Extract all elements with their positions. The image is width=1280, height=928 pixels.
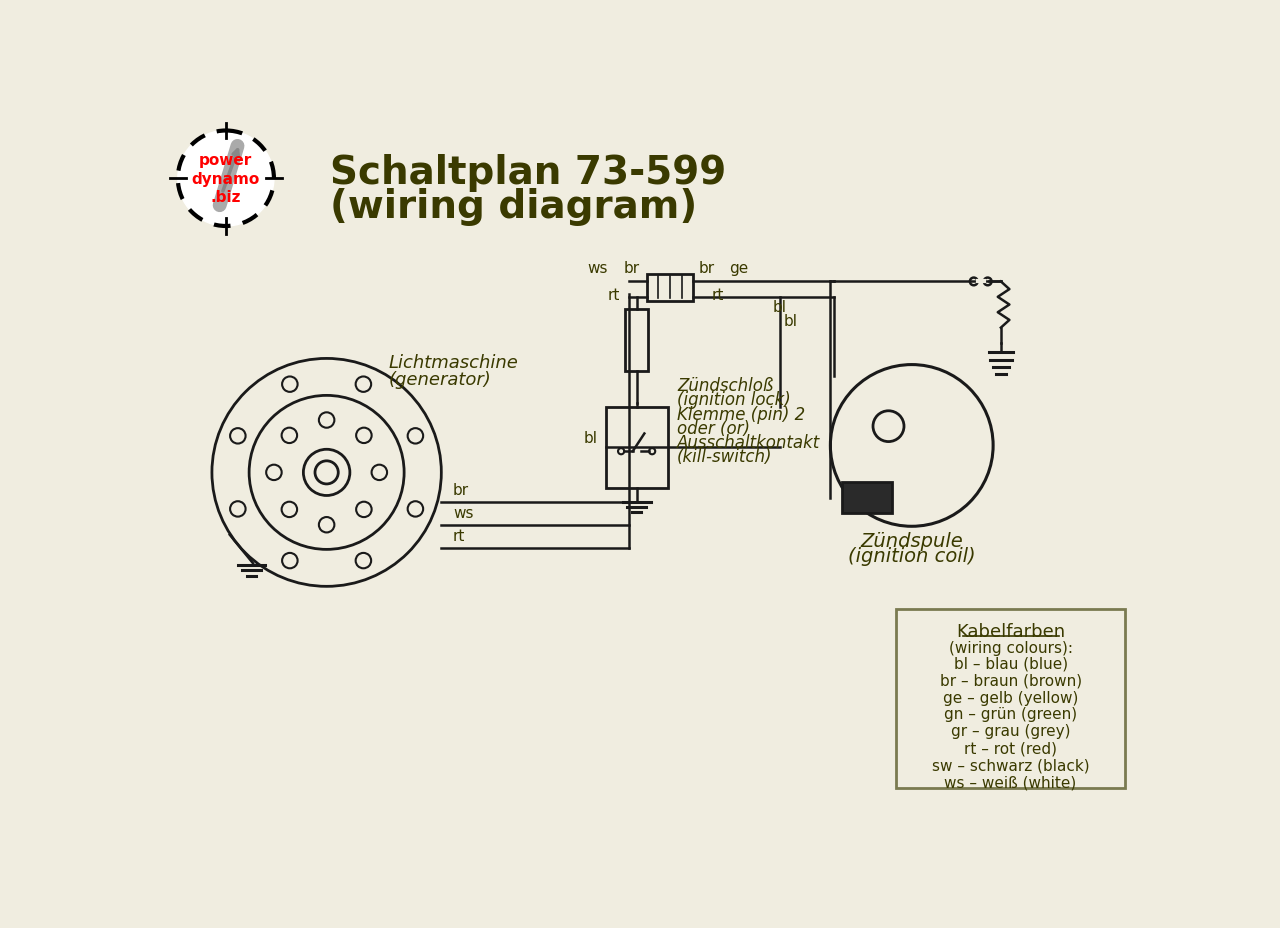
Text: rt: rt [453, 529, 466, 544]
Bar [896, 610, 1125, 788]
Text: rt: rt [607, 288, 620, 303]
Text: sw – schwarz (black): sw – schwarz (black) [932, 757, 1089, 772]
Text: ge – gelb (yellow): ge – gelb (yellow) [943, 690, 1078, 704]
Text: (ignition coil): (ignition coil) [847, 547, 975, 565]
Text: (kill-switch): (kill-switch) [677, 447, 772, 465]
Bar [605, 407, 668, 488]
Text: ws: ws [588, 261, 608, 276]
Text: br: br [699, 261, 714, 276]
Text: bl – blau (blue): bl – blau (blue) [954, 656, 1068, 671]
Text: (wiring colours):: (wiring colours): [948, 640, 1073, 655]
Text: bl: bl [783, 314, 797, 329]
Text: dynamo: dynamo [192, 172, 260, 187]
Text: rt – rot (red): rt – rot (red) [964, 741, 1057, 755]
Text: Zündschloß: Zündschloß [677, 377, 773, 394]
Text: ws: ws [453, 506, 474, 521]
Text: Kabelfarben: Kabelfarben [956, 622, 1065, 640]
Text: Schaltplan 73-599: Schaltplan 73-599 [330, 154, 727, 191]
Circle shape [178, 132, 274, 226]
Text: ge: ge [730, 261, 749, 276]
Text: rt: rt [712, 288, 724, 303]
Text: ws – weiß (white): ws – weiß (white) [945, 774, 1076, 790]
Text: Zündspule: Zündspule [860, 531, 963, 550]
Text: (wiring diagram): (wiring diagram) [330, 188, 698, 226]
Text: gr – grau (grey): gr – grau (grey) [951, 724, 1070, 739]
Text: bl: bl [584, 430, 598, 445]
Bar [625, 310, 648, 371]
Text: oder (or): oder (or) [677, 419, 750, 438]
Bar [842, 483, 892, 513]
Text: (ignition lock): (ignition lock) [677, 391, 791, 408]
Text: power: power [200, 153, 252, 168]
Text: br: br [453, 483, 468, 497]
Text: (generator): (generator) [389, 370, 492, 389]
Text: .biz: .biz [211, 190, 241, 205]
Text: gn – grün (green): gn – grün (green) [945, 707, 1078, 722]
Text: Klemme (pin) 2: Klemme (pin) 2 [677, 406, 805, 424]
Text: Ausschaltkontakt: Ausschaltkontakt [677, 433, 820, 452]
Bar [646, 275, 694, 302]
Text: bl: bl [772, 300, 786, 315]
Text: br – braun (brown): br – braun (brown) [940, 673, 1082, 688]
Text: Lichtmaschine: Lichtmaschine [389, 354, 518, 371]
Text: br: br [623, 261, 640, 276]
